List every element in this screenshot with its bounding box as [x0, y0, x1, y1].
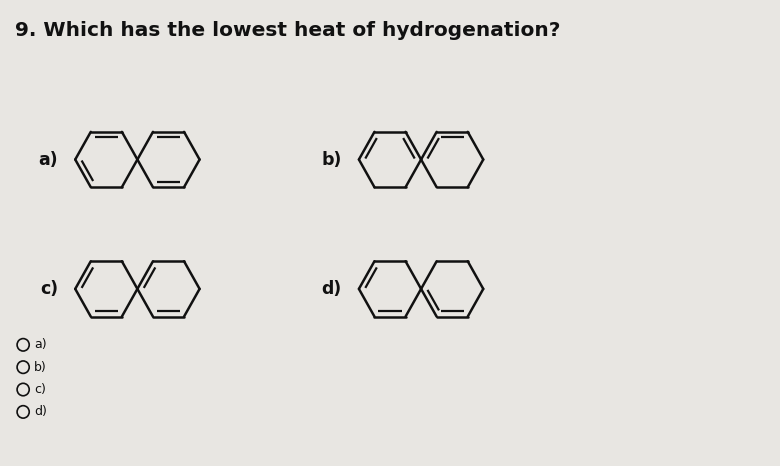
Text: 9. Which has the lowest heat of hydrogenation?: 9. Which has the lowest heat of hydrogen… — [16, 21, 561, 41]
Text: a): a) — [34, 338, 47, 351]
Text: b): b) — [34, 361, 47, 374]
Text: d): d) — [321, 280, 342, 298]
Text: a): a) — [38, 151, 58, 169]
Text: b): b) — [321, 151, 342, 169]
Text: c): c) — [40, 280, 58, 298]
Text: c): c) — [34, 383, 46, 396]
Text: d): d) — [34, 405, 47, 418]
